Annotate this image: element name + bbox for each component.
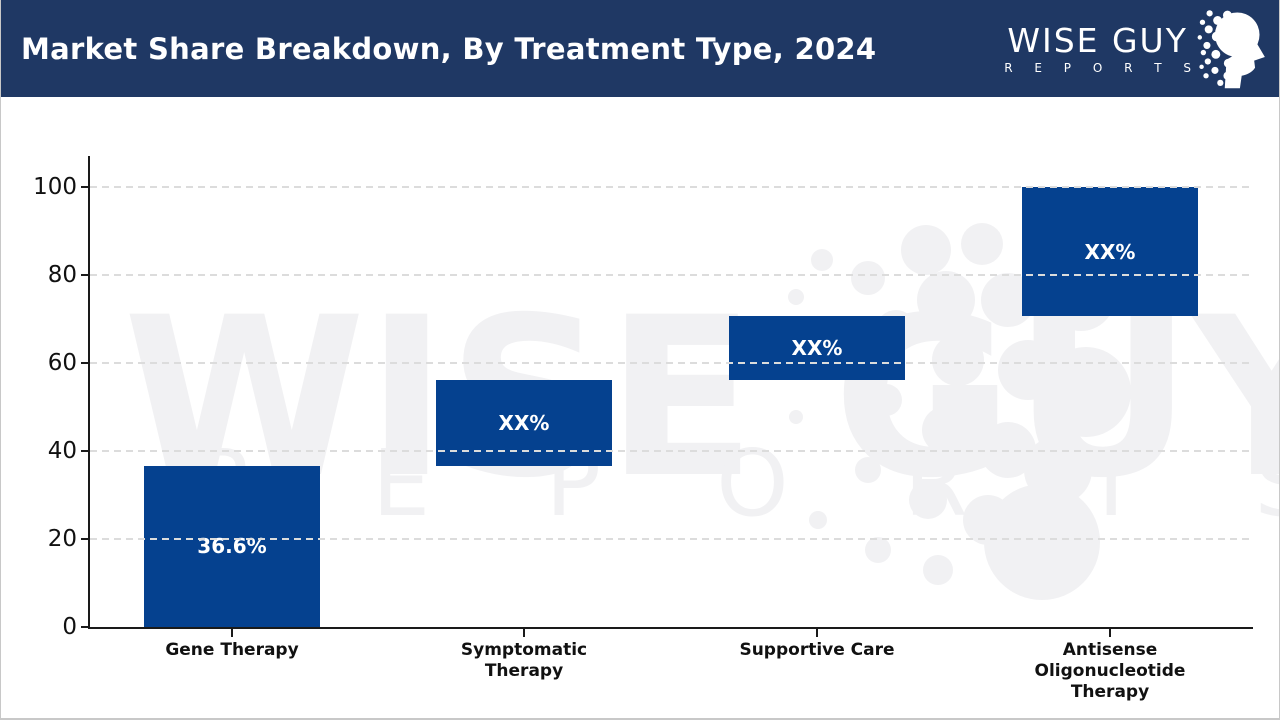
y-tick-mark	[81, 362, 90, 364]
grid-line-20	[90, 538, 1253, 540]
grid-line-40	[90, 450, 1253, 452]
wise-guy-logo: WISE GUY R E P O R T S	[1004, 8, 1267, 90]
header-bar: Market Share Breakdown, By Treatment Typ…	[1, 0, 1279, 97]
logo-head-icon	[1197, 9, 1265, 88]
logo-text: WISE GUY R E P O R T S	[1004, 24, 1191, 74]
x-tick-label: Supportive Care	[739, 640, 895, 660]
x-tick-mark	[523, 629, 525, 637]
y-tick-label: 60	[47, 350, 77, 376]
y-tick-mark	[81, 274, 90, 276]
y-axis-line	[88, 156, 90, 627]
grid-line-100	[90, 186, 1253, 188]
y-tick-mark	[81, 186, 90, 188]
y-tick-label: 40	[47, 438, 77, 464]
bar-4: XX%	[1022, 187, 1198, 317]
x-tick-label: Gene Therapy	[165, 640, 299, 660]
bar-3: XX%	[729, 316, 905, 381]
bar-value-label: XX%	[498, 411, 550, 436]
x-tick-mark	[1109, 629, 1111, 637]
y-tick-mark	[81, 538, 90, 540]
bar-value-label: XX%	[791, 336, 843, 361]
logo-subtitle: R E P O R T S	[1004, 60, 1200, 75]
y-tick-label: 20	[47, 526, 77, 552]
x-tick-label: Symptomatic Therapy	[460, 640, 588, 681]
x-tick-label: Antisense Oligonucleotide Therapy	[1034, 640, 1186, 702]
y-tick-mark	[81, 626, 90, 628]
watermark-subtitle: R E P O R T S	[193, 430, 1280, 537]
x-tick-mark	[231, 629, 233, 637]
page-title: Market Share Breakdown, By Treatment Typ…	[21, 31, 877, 66]
y-tick-mark	[81, 450, 90, 452]
y-tick-label: 100	[33, 174, 77, 200]
x-tick-mark	[816, 629, 818, 637]
y-tick-label: 0	[62, 614, 77, 640]
grid-line-80	[90, 274, 1253, 276]
y-tick-label: 80	[47, 262, 77, 288]
grid-line-60	[90, 362, 1253, 364]
bar-1: 36.6%	[144, 465, 320, 627]
x-axis-line	[88, 627, 1253, 629]
logo-wordmark: WISE GUY	[1007, 20, 1188, 60]
bar-2: XX%	[436, 380, 612, 466]
bar-value-label: XX%	[1084, 239, 1136, 264]
